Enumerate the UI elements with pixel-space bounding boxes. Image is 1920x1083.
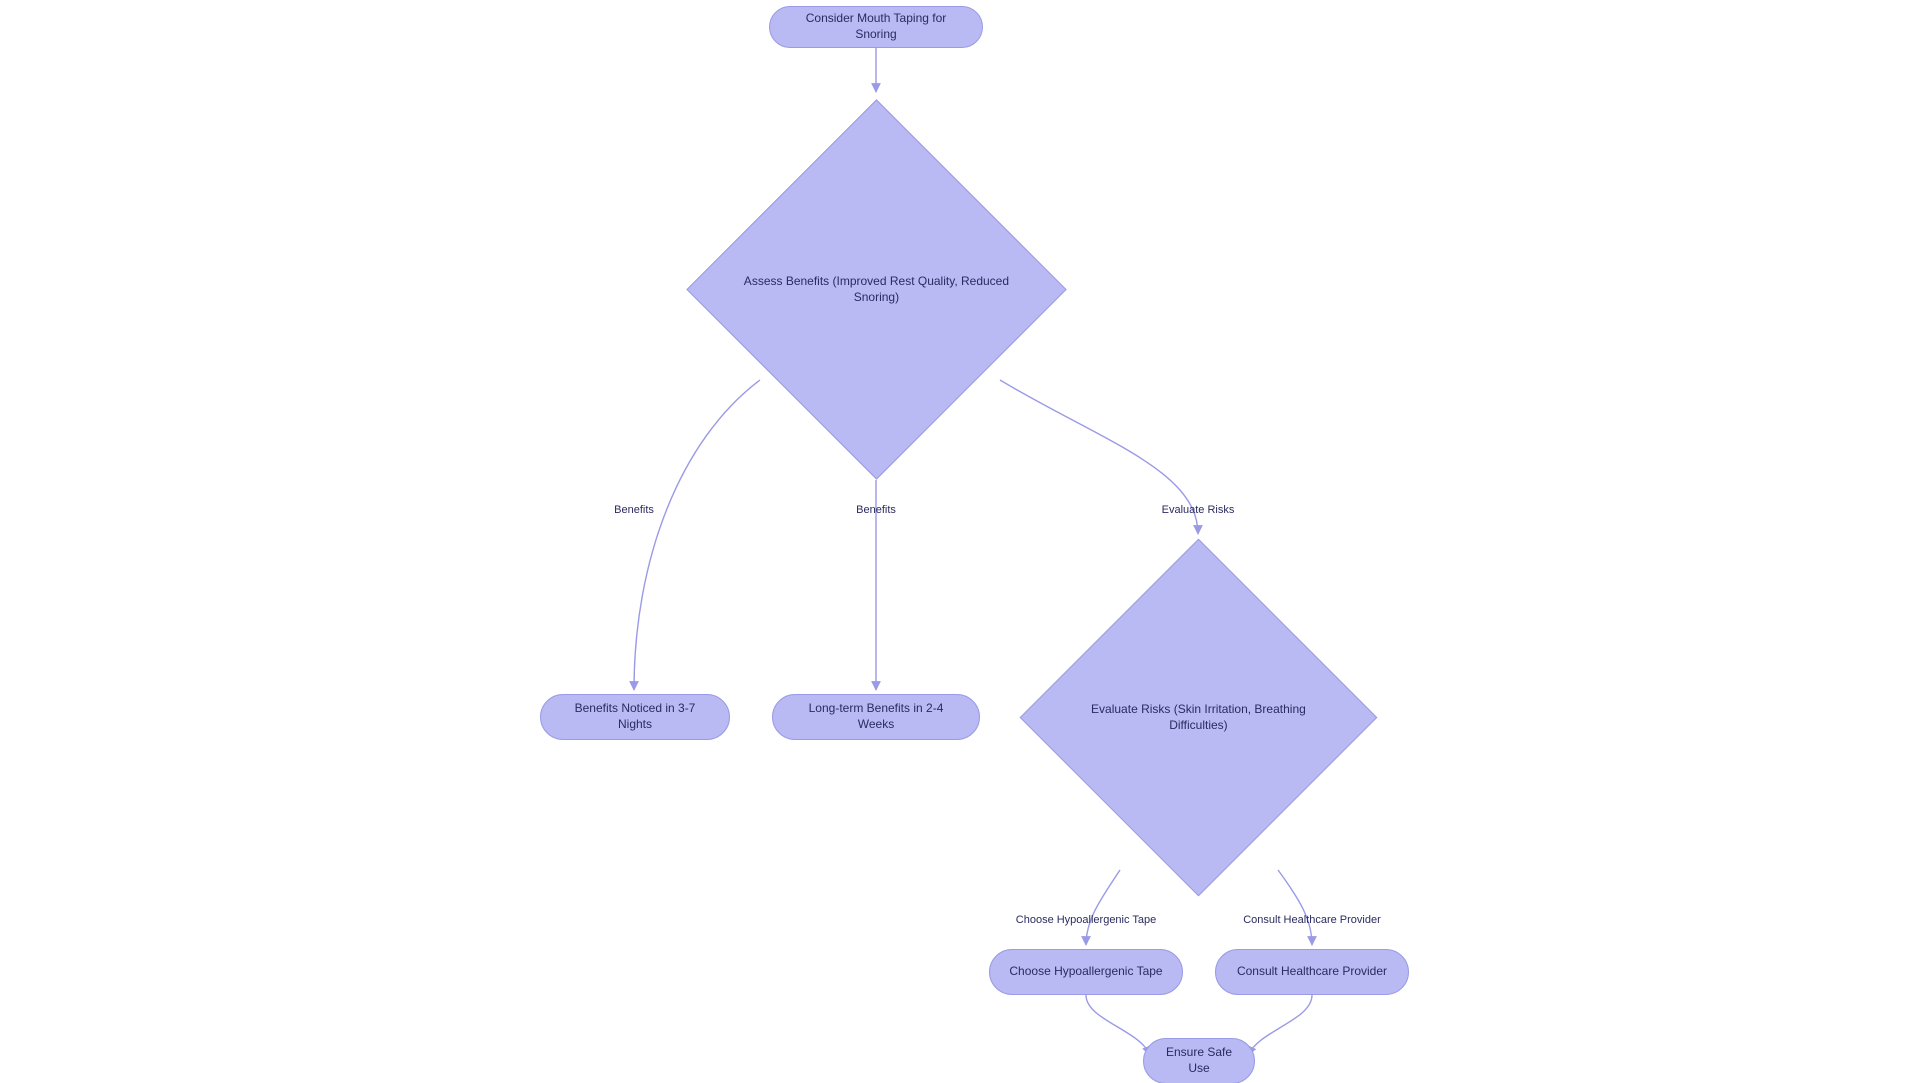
node-n2-diamond: Assess Benefits (Improved Rest Quality, …: [686, 99, 1066, 479]
node-label: Assess Benefits (Improved Rest Quality, …: [743, 273, 1010, 304]
node-n6-pill: Choose Hypoallergenic Tape: [989, 949, 1183, 995]
node-label: Ensure Safe Use: [1162, 1045, 1236, 1076]
node-n4-pill: Long-term Benefits in 2-4 Weeks: [772, 694, 980, 740]
edge-label: Benefits: [514, 504, 754, 516]
edge: [1278, 870, 1312, 945]
flowchart-canvas: Consider Mouth Taping for Snoring Assess …: [0, 0, 1920, 1083]
edge-label: Choose Hypoallergenic Tape: [966, 914, 1206, 926]
edge: [1086, 870, 1120, 945]
node-label: Evaluate Risks (Skin Irritation, Breathi…: [1073, 701, 1324, 732]
node-label: Consult Healthcare Provider: [1237, 964, 1387, 980]
node-label: Benefits Noticed in 3-7 Nights: [559, 701, 711, 732]
edges-layer: [0, 0, 1920, 1083]
node-label: Choose Hypoallergenic Tape: [1009, 964, 1162, 980]
edge-label: Benefits: [756, 504, 996, 516]
node-label: Long-term Benefits in 2-4 Weeks: [791, 701, 961, 732]
node-n1-pill: Consider Mouth Taping for Snoring: [769, 6, 983, 48]
edge: [1248, 995, 1312, 1055]
edge: [1086, 995, 1150, 1055]
edge-label: Evaluate Risks: [1078, 504, 1318, 516]
edge-label: Consult Healthcare Provider: [1192, 914, 1432, 926]
edge: [634, 380, 760, 690]
node-n7-pill: Consult Healthcare Provider: [1215, 949, 1409, 995]
node-label: Consider Mouth Taping for Snoring: [788, 11, 964, 42]
node-n5-diamond: Evaluate Risks (Skin Irritation, Breathi…: [1019, 538, 1377, 896]
node-n3-pill: Benefits Noticed in 3-7 Nights: [540, 694, 730, 740]
node-n8-pill: Ensure Safe Use: [1143, 1038, 1255, 1083]
